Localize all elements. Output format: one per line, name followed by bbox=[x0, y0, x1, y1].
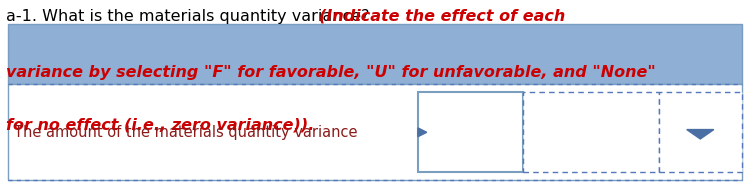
Bar bbox=[418, 92, 523, 172]
Text: variance by selecting "F" for favorable, "U" for unfavorable, and "None": variance by selecting "F" for favorable,… bbox=[6, 65, 656, 80]
Bar bbox=[523, 92, 659, 172]
Text: The amount of the materials quantity variance: The amount of the materials quantity var… bbox=[14, 125, 357, 140]
Text: (Indicate the effect of each: (Indicate the effect of each bbox=[319, 9, 565, 24]
Text: for no effect (i.e., zero variance)).: for no effect (i.e., zero variance)). bbox=[6, 118, 315, 133]
Polygon shape bbox=[687, 130, 714, 139]
Bar bbox=[8, 84, 742, 180]
Bar bbox=[8, 24, 742, 84]
Bar bbox=[659, 92, 742, 172]
Polygon shape bbox=[418, 128, 427, 137]
Text: a-1. What is the materials quantity variance?: a-1. What is the materials quantity vari… bbox=[6, 9, 375, 24]
